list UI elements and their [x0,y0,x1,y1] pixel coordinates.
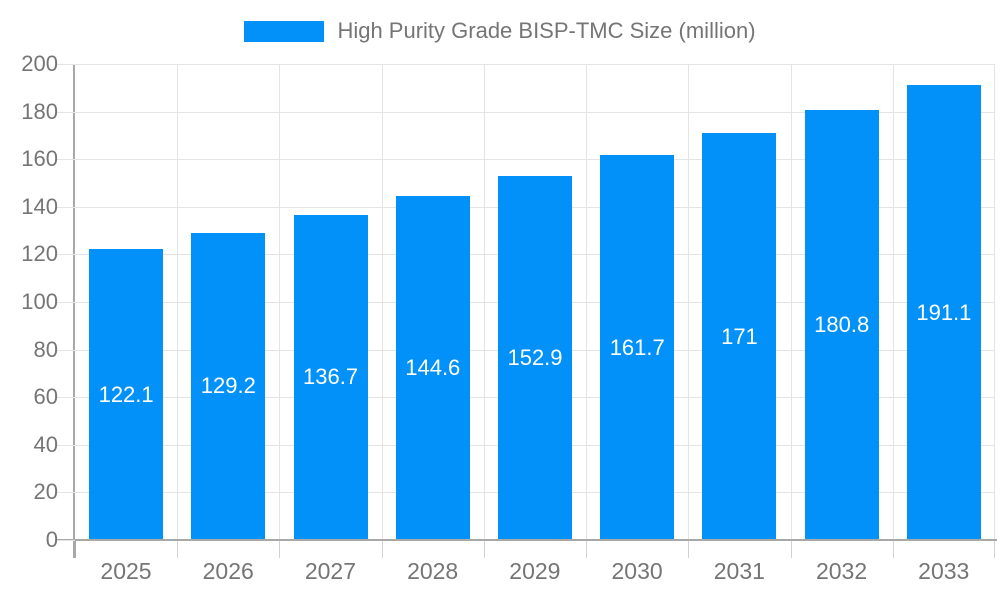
legend[interactable]: High Purity Grade BISP-TMC Size (million… [0,18,1000,44]
bar-2029[interactable]: 152.9 [498,176,572,540]
bar-2027[interactable]: 136.7 [293,214,368,540]
x-axis-tick [586,541,588,558]
y-axis-tick-label: 20 [33,479,58,505]
gridline-vertical [892,64,894,540]
bar-value-label: 161.7 [609,334,665,360]
gridline-horizontal [75,159,995,161]
bar-value-label: 152.9 [507,345,563,371]
x-axis-tick-label: 2032 [815,558,868,584]
x-axis-tick [177,541,179,558]
gridline-horizontal [75,64,995,65]
x-axis-tick [688,541,690,558]
bar-value-label: 129.2 [200,373,256,399]
gridline-vertical [688,64,690,540]
x-axis-line [57,539,997,541]
bar-value-label: 191.1 [916,299,972,325]
y-axis-tick-label: 140 [21,193,58,219]
y-axis-tick-label: 160 [21,146,58,172]
x-axis-tick-label: 2033 [918,558,970,584]
y-axis-tick-label: 40 [33,431,58,457]
y-axis-tick [57,302,75,303]
y-axis-tick [57,254,75,256]
y-axis-tick-label: 80 [33,336,58,362]
bar-2032[interactable]: 180.8 [804,109,879,540]
y-axis-tick [57,492,75,494]
gridline-vertical [483,64,485,540]
bar-value-label: 171 [721,323,758,349]
y-axis-tick [57,64,75,65]
bar-2026[interactable]: 129.2 [191,232,266,540]
x-axis-tick [75,541,76,558]
x-axis-tick-label: 2026 [202,558,254,584]
bar-2033[interactable]: 191.1 [906,85,981,540]
x-axis-tick [483,541,485,558]
gridline-vertical [381,64,383,540]
y-axis-tick [57,111,75,113]
y-axis-tick [57,159,75,161]
y-axis-tick [57,397,75,399]
y-axis-tick [57,206,75,208]
y-axis-tick [57,349,75,351]
legend-label[interactable]: High Purity Grade BISP-TMC Size (million… [337,18,756,43]
legend-swatch[interactable] [244,20,325,42]
bar-2030[interactable]: 161.7 [600,155,675,540]
x-axis-tick [892,541,894,558]
y-axis-tick-label: 0 [45,527,58,552]
x-axis-tick-label: 2025 [100,558,152,584]
x-axis-tick-label: 2028 [407,558,459,584]
bar-value-label: 144.6 [405,354,461,380]
y-axis-tick-label: 200 [21,51,58,76]
gridline-vertical [994,64,995,540]
y-axis-line [73,64,75,558]
plot-area: 122.1 129.2 136.7 144.6 152.9 161.7 171 180.8 19… [75,64,995,541]
bar-value-label: 122.1 [98,381,154,407]
bar-2025[interactable]: 122.1 [89,249,164,540]
bar-value-label: 136.7 [303,364,359,390]
bar-2028[interactable]: 144.6 [395,195,470,540]
x-axis-tick-label: 2030 [611,558,663,584]
bar-2031[interactable]: 171 [702,133,777,540]
gridline-vertical [790,64,792,540]
gridline-vertical [279,64,281,540]
y-axis-tick-label: 180 [21,98,58,124]
x-axis-tick [790,541,792,558]
x-axis-tick-label: 2027 [304,558,357,584]
x-axis-tick [279,541,281,558]
bar-value-label: 180.8 [814,311,870,337]
y-axis-tick [57,444,75,446]
gridline-vertical [586,64,588,540]
y-axis-tick-label: 60 [33,384,58,410]
y-axis-tick-label: 100 [21,289,58,314]
x-axis-tick [381,541,383,558]
y-axis-tick [57,540,75,541]
x-axis-tick [994,541,995,558]
x-axis-tick-label: 2029 [509,558,561,584]
y-axis-tick-label: 120 [21,241,58,267]
x-axis-tick-label: 2031 [713,558,765,584]
gridline-vertical [177,64,179,540]
gridline-horizontal [75,111,995,113]
